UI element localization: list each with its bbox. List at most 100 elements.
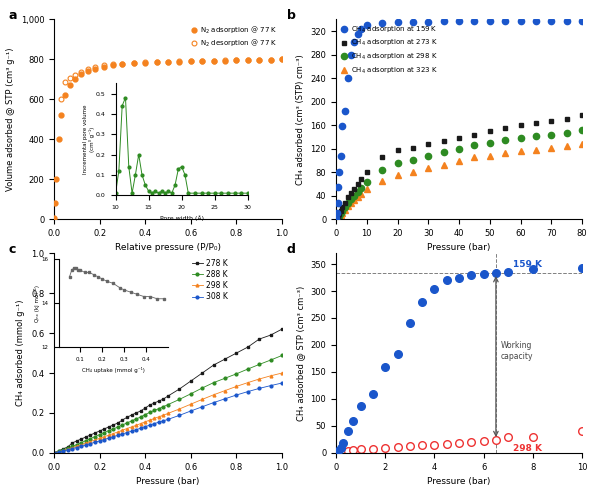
CH$_4$ adsorption at 298 K xyxy=(335,213,343,219)
278 K xyxy=(244,344,251,350)
Line: CH$_4$ adsorption at 298 K: CH$_4$ adsorption at 298 K xyxy=(333,127,585,222)
288 K xyxy=(124,420,131,426)
308 K xyxy=(55,449,62,455)
N$_2$ desorption @ 77 K xyxy=(57,96,64,102)
N$_2$ desorption @ 77 K xyxy=(62,79,69,85)
N$_2$ adsorption @ 77 K xyxy=(119,61,126,67)
CH$_4$ adsorption at 298 K xyxy=(425,153,432,159)
288 K xyxy=(164,402,172,408)
CH$_4$ adsorption at 298 K xyxy=(334,215,341,221)
N$_2$ adsorption @ 77 K xyxy=(91,66,98,72)
CH$_4$ adsorption at 298 K xyxy=(578,128,586,133)
N$_2$ desorption @ 77 K xyxy=(71,73,78,78)
288 K xyxy=(176,396,183,402)
N$_2$ desorption @ 77 K xyxy=(164,59,172,65)
278 K xyxy=(82,434,89,440)
CH$_4$ adsorption at 323 K xyxy=(345,203,352,209)
CH$_4$ adsorption at 323 K xyxy=(341,207,349,213)
N$_2$ adsorption @ 77 K xyxy=(142,60,149,66)
298 K xyxy=(155,414,163,420)
308 K xyxy=(233,392,240,398)
CH$_4$ adsorption at 273 K xyxy=(517,122,524,128)
278 K xyxy=(101,426,108,432)
Line: CH$_4$ adsorption at 159 K: CH$_4$ adsorption at 159 K xyxy=(333,18,585,221)
CH$_4$ adsorption at 273 K xyxy=(548,118,555,124)
298 K xyxy=(73,443,80,449)
CH$_4$ adsorption at 273 K xyxy=(334,215,341,221)
298 K xyxy=(50,450,58,456)
CH$_4$ adsorption at 273 K xyxy=(363,169,370,175)
Text: a: a xyxy=(8,9,17,22)
CH$_4$ adsorption at 298 K xyxy=(379,168,386,173)
288 K xyxy=(133,416,140,422)
CH$_4$ adsorption at 323 K xyxy=(548,145,555,151)
CH$_4$ adsorption at 159 K xyxy=(471,19,478,24)
Text: 159 K: 159 K xyxy=(513,260,542,269)
CH$_4$ adsorption at 323 K xyxy=(440,162,447,168)
288 K xyxy=(101,430,108,435)
CH$_4$ adsorption at 323 K xyxy=(517,148,524,154)
CH$_4$ adsorption at 298 K xyxy=(351,193,358,199)
N$_2$ desorption @ 77 K xyxy=(221,57,229,63)
278 K xyxy=(91,430,98,436)
N$_2$ desorption @ 77 K xyxy=(110,61,117,67)
298 K xyxy=(137,421,144,427)
X-axis label: Pressure (bar): Pressure (bar) xyxy=(427,244,491,252)
CH$_4$ adsorption at 298 K xyxy=(548,131,555,137)
CH$_4$ adsorption at 323 K xyxy=(335,214,343,220)
CH$_4$ adsorption at 273 K xyxy=(357,176,364,182)
CH$_4$ adsorption at 159 K xyxy=(351,39,358,45)
298 K xyxy=(110,431,117,436)
CH$_4$ adsorption at 323 K xyxy=(455,158,463,164)
N$_2$ adsorption @ 77 K xyxy=(176,59,183,65)
N$_2$ desorption @ 77 K xyxy=(142,59,149,65)
CH$_4$ adsorption at 159 K xyxy=(337,153,344,159)
N$_2$ adsorption @ 77 K xyxy=(110,62,117,68)
CH$_4$ adsorption at 273 K xyxy=(502,125,509,131)
CH$_4$ adsorption at 159 K xyxy=(335,184,342,190)
298 K xyxy=(96,435,103,441)
308 K xyxy=(244,389,251,394)
308 K xyxy=(176,412,183,418)
308 K xyxy=(64,447,71,453)
298 K xyxy=(187,401,194,407)
298 K xyxy=(210,392,217,398)
298 K xyxy=(244,380,251,386)
308 K xyxy=(110,434,117,440)
CH$_4$ adsorption at 323 K xyxy=(379,178,386,184)
278 K xyxy=(68,440,76,446)
278 K xyxy=(55,448,62,454)
N$_2$ adsorption @ 77 K xyxy=(71,76,78,82)
298 K xyxy=(133,422,140,428)
CH$_4$ adsorption at 323 K xyxy=(338,210,346,216)
278 K xyxy=(187,378,194,384)
278 K xyxy=(133,410,140,416)
CH$_4$ adsorption at 159 K xyxy=(394,19,401,25)
298 K xyxy=(114,429,121,435)
308 K xyxy=(114,432,121,438)
CH$_4$ adsorption at 323 K xyxy=(334,216,341,222)
CH$_4$ adsorption at 323 K xyxy=(471,154,478,160)
298 K xyxy=(59,448,67,453)
278 K xyxy=(142,405,149,411)
X-axis label: Pressure (bar): Pressure (bar) xyxy=(427,477,491,486)
298 K xyxy=(101,434,108,440)
278 K xyxy=(256,336,263,342)
CH$_4$ adsorption at 159 K xyxy=(334,210,341,216)
308 K xyxy=(210,400,217,406)
278 K xyxy=(64,444,71,450)
Line: CH$_4$ adsorption at 323 K: CH$_4$ adsorption at 323 K xyxy=(334,141,585,222)
CH$_4$ adsorption at 298 K xyxy=(532,133,539,139)
308 K xyxy=(151,421,158,427)
298 K xyxy=(119,427,126,433)
CH$_4$ adsorption at 323 K xyxy=(363,186,370,192)
Y-axis label: CH₄ adsorbed (cm³ (STP) cm⁻³): CH₄ adsorbed (cm³ (STP) cm⁻³) xyxy=(296,54,305,185)
278 K xyxy=(73,438,80,444)
298 K xyxy=(151,415,158,421)
Line: 288 K: 288 K xyxy=(53,354,283,454)
288 K xyxy=(160,404,167,410)
CH$_4$ adsorption at 298 K xyxy=(335,214,342,220)
Line: 278 K: 278 K xyxy=(53,328,283,454)
288 K xyxy=(114,424,121,430)
CH$_4$ adsorption at 323 K xyxy=(532,147,539,153)
